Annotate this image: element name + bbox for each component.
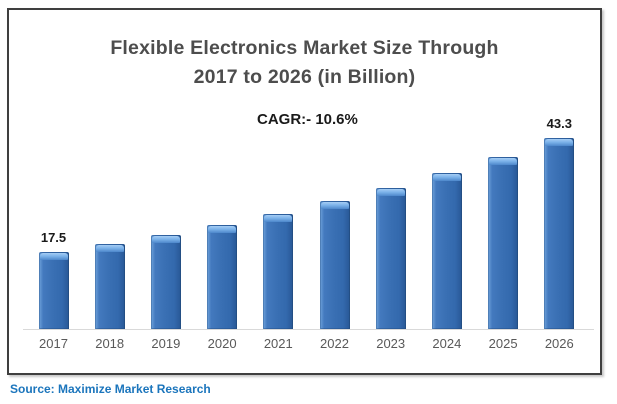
bar-2020: [207, 225, 238, 329]
chart-title-line1: Flexible Electronics Market Size Through: [110, 37, 499, 59]
data-label-2026: 43.3: [546, 116, 572, 131]
bar-2024: [431, 173, 462, 329]
plot-area: 2017 2018 2019 2020 2021 2022 2023 2024 2025 2026…: [9, 10, 600, 373]
x-axis-label-2026: 2026: [544, 336, 574, 351]
bar-2021: [263, 214, 294, 329]
chart-title: Flexible Electronics Market Size Through…: [9, 34, 600, 92]
source-caption: Source: Maximize Market Research: [10, 382, 211, 396]
x-axis-label-2021: 2021: [263, 336, 293, 351]
x-axis-label-2019: 2019: [151, 336, 181, 351]
x-axis-label-2025: 2025: [488, 336, 518, 351]
bar-2023: [375, 188, 406, 329]
chart-title-line2: 2017 to 2026 (in Billion): [193, 66, 416, 88]
cagr-annotation: CAGR:- 10.6%: [257, 111, 358, 128]
chart-frame: Flexible Electronics Market Size Through…: [7, 8, 602, 375]
x-axis-label-2023: 2023: [376, 336, 406, 351]
bar-2022: [319, 201, 350, 329]
bar-2025: [488, 157, 519, 329]
bar-2017: [38, 252, 69, 329]
x-axis-label-2018: 2018: [95, 336, 125, 351]
x-axis-label-2017: 2017: [39, 336, 68, 351]
data-label-2017: 17.5: [40, 230, 67, 245]
bar-2026: [544, 138, 575, 329]
x-axis-label-2024: 2024: [432, 336, 462, 351]
bar-2019: [150, 235, 181, 329]
x-axis-label-2020: 2020: [207, 336, 237, 351]
bar-2018: [94, 244, 125, 329]
x-axis-label-2022: 2022: [320, 336, 349, 351]
x-axis-line: [23, 329, 594, 330]
